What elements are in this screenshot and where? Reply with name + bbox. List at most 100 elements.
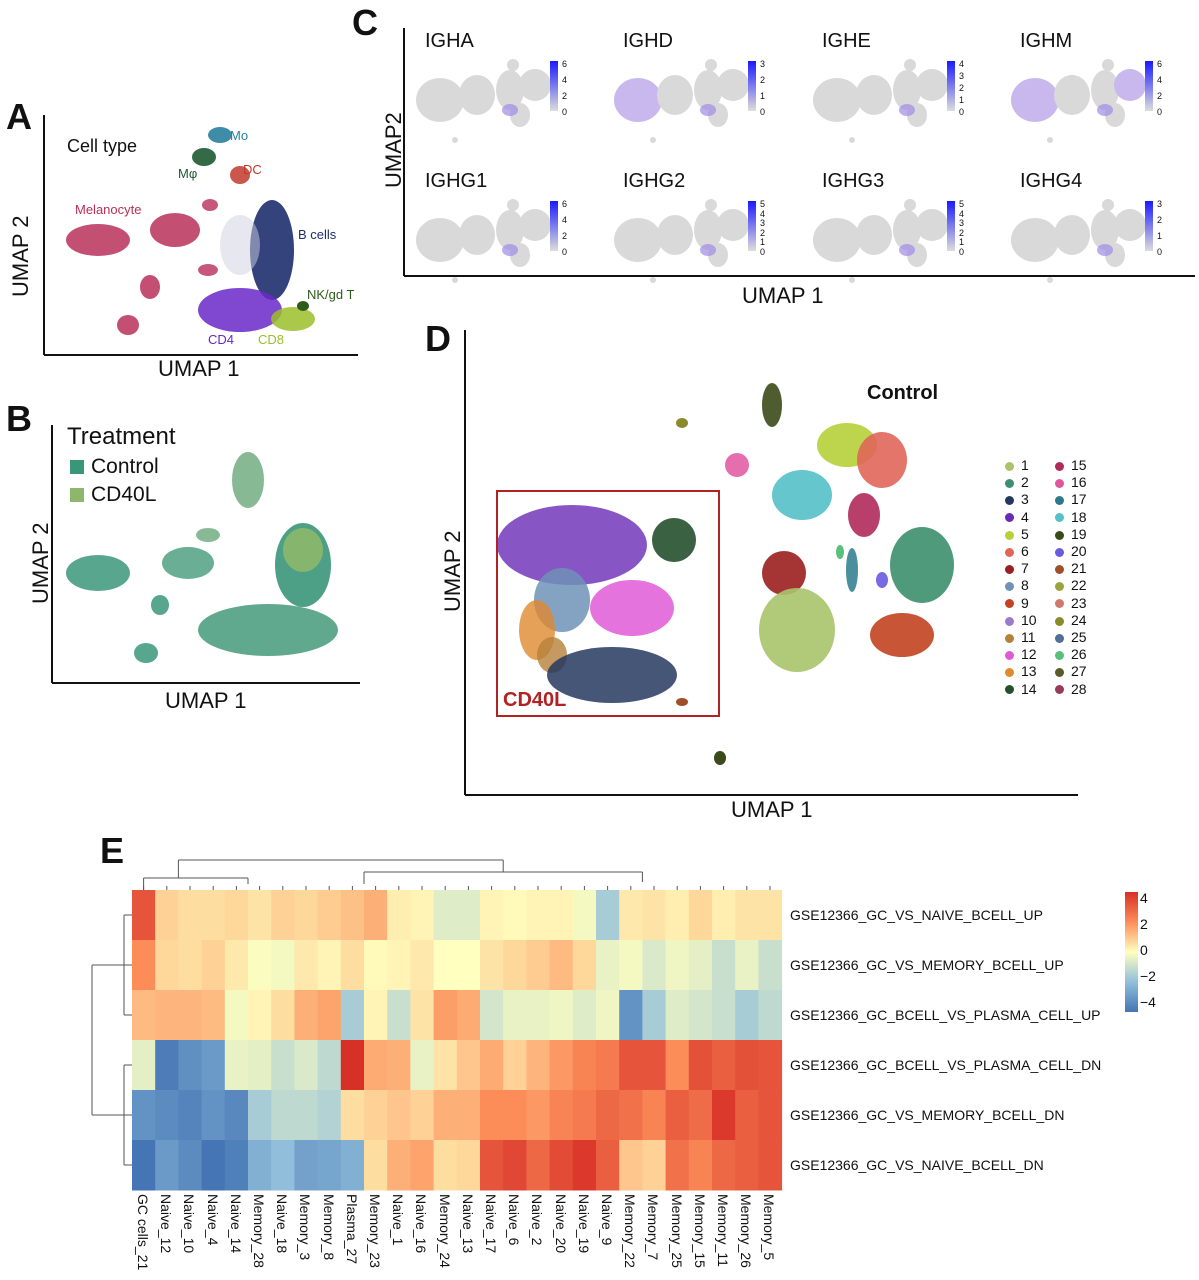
heatmap-cell (155, 1040, 179, 1091)
panel-d-ylabel: UMAP 2 (440, 530, 465, 612)
heatmap-cell (294, 1040, 319, 1091)
heatmap-cell (387, 940, 411, 991)
heatmap-cell (596, 1140, 620, 1191)
heatmap-cell (526, 1040, 551, 1091)
panel-a-xlabel: UMAP 1 (158, 356, 240, 381)
heatmap-cell (387, 890, 411, 941)
heatmap-cell (596, 940, 620, 991)
gene-colorbar-tick: 2 (959, 227, 965, 238)
cluster-color-dot (1055, 461, 1064, 471)
cluster-legend-item: 8 (1005, 577, 1029, 593)
heatmap-colorbar-tick: −4 (1140, 994, 1156, 1010)
gene-title-ighg3: IGHG3 (822, 170, 885, 192)
cluster-color-dot (1005, 530, 1014, 540)
gene-colorbar-tick: 4 (562, 215, 568, 225)
heatmap-cell (758, 1040, 783, 1091)
heatmap-cell (433, 890, 458, 941)
heatmap-column-label: Memory_3 (297, 1194, 314, 1261)
gene-colorbar-tick: 4 (760, 208, 766, 219)
gene-colorbar-tick: 0 (1157, 247, 1163, 257)
heatmap-cell (712, 890, 736, 941)
heatmap-cell (271, 940, 295, 991)
heatmap-cell (224, 1090, 249, 1141)
cluster-color-dot (1055, 650, 1064, 660)
heatmap-cell (758, 890, 783, 941)
heatmap-column-label: Naive_14 (227, 1194, 244, 1254)
heatmap-cell (456, 940, 481, 991)
heatmap-cell (340, 1040, 365, 1091)
heatmap-cell (364, 1090, 388, 1141)
heatmap-cell (317, 940, 342, 991)
cluster-id: 11 (1021, 629, 1036, 645)
heatmap-cell (735, 990, 759, 1041)
panel-d-umap (464, 330, 1078, 796)
panel-a-umap (43, 115, 358, 356)
cluster-id: 3 (1021, 491, 1029, 508)
panel-c-axes (403, 28, 1195, 277)
heatmap-cell (433, 1140, 458, 1191)
heatmap-cell (712, 1090, 736, 1141)
heatmap-cell (665, 890, 690, 941)
gene-colorbar-tick: 0 (760, 107, 766, 117)
gene-umap-ighg4 (1011, 199, 1153, 283)
cluster-id: 20 (1071, 543, 1087, 559)
heatmap-cell (271, 1140, 295, 1191)
panel-a-title: Cell type (67, 136, 138, 156)
heatmap-cell (665, 940, 690, 991)
heatmap-cell (387, 1090, 411, 1141)
panel-a-letter: A (6, 96, 32, 137)
panel-b-legend-title: Treatment (67, 423, 176, 450)
cluster-legend-item: 25 (1055, 629, 1087, 645)
heatmap-cell (642, 1090, 667, 1141)
cluster-id: 14 (1021, 680, 1037, 697)
cluster-legend-item: 1 (1005, 457, 1029, 473)
heatmap-cell (433, 990, 458, 1041)
heatmap-cell (294, 1090, 319, 1141)
gene-colorbar-tick: 2 (562, 231, 568, 241)
heatmap-cell (201, 940, 226, 991)
cluster-id: 7 (1021, 560, 1029, 577)
heatmap-cell (665, 1090, 690, 1141)
heatmap-cell (503, 990, 527, 1041)
heatmap-cell (549, 890, 574, 941)
heatmap-column-label: Plasma_27 (343, 1194, 360, 1265)
label-mphi: Mφ (178, 166, 198, 181)
heatmap-cell (480, 990, 504, 1041)
heatmap-column-label: Naive_19 (575, 1194, 592, 1254)
cluster-id: 10 (1021, 611, 1037, 628)
heatmap-cell (224, 1140, 249, 1191)
heatmap-cell (248, 890, 272, 941)
heatmap-row-label: GSE12366_GC_VS_MEMORY_BCELL_UP (790, 957, 1064, 973)
heatmap-cell (549, 1040, 574, 1091)
cluster-id: 28 (1071, 680, 1087, 697)
cluster-id: 8 (1021, 577, 1029, 594)
heatmap-cell (526, 990, 551, 1041)
cluster-legend-item: 16 (1055, 474, 1087, 490)
heatmap-cell (735, 1040, 759, 1091)
cluster-id: 12 (1021, 646, 1037, 663)
gene-colorbar (748, 201, 756, 251)
cluster-id: 27 (1071, 663, 1087, 680)
heatmap-column-label: Naive_4 (204, 1194, 221, 1246)
heatmap-column-label: Memory_22 (622, 1194, 639, 1268)
heatmap-cell (642, 1040, 667, 1091)
heatmap-cell (248, 1090, 272, 1141)
cluster-color-dot (1055, 547, 1064, 557)
heatmap-cell (248, 940, 272, 991)
heatmap-cell (340, 990, 365, 1041)
heatmap-cell (433, 1040, 458, 1091)
cluster-color-dot (1005, 650, 1014, 660)
heatmap-cell (735, 1090, 759, 1141)
gene-colorbar-tick: 5 (959, 199, 965, 209)
heatmap-cell (688, 1140, 713, 1191)
gene-colorbar-tick: 2 (1157, 215, 1163, 225)
panel-c-ylabel: UMAP2 (381, 112, 406, 188)
heatmap-column-label: Naive_16 (413, 1194, 430, 1254)
cluster-legend-item: 11 (1005, 629, 1036, 645)
heatmap-row-label: GSE12366_GC_BCELL_VS_PLASMA_CELL_UP (790, 1007, 1101, 1023)
heatmap-cell (549, 1090, 574, 1141)
heatmap-cell (340, 1090, 365, 1141)
heatmap-cell (155, 990, 179, 1041)
heatmap-cell (433, 940, 458, 991)
heatmap-cell (201, 990, 226, 1041)
